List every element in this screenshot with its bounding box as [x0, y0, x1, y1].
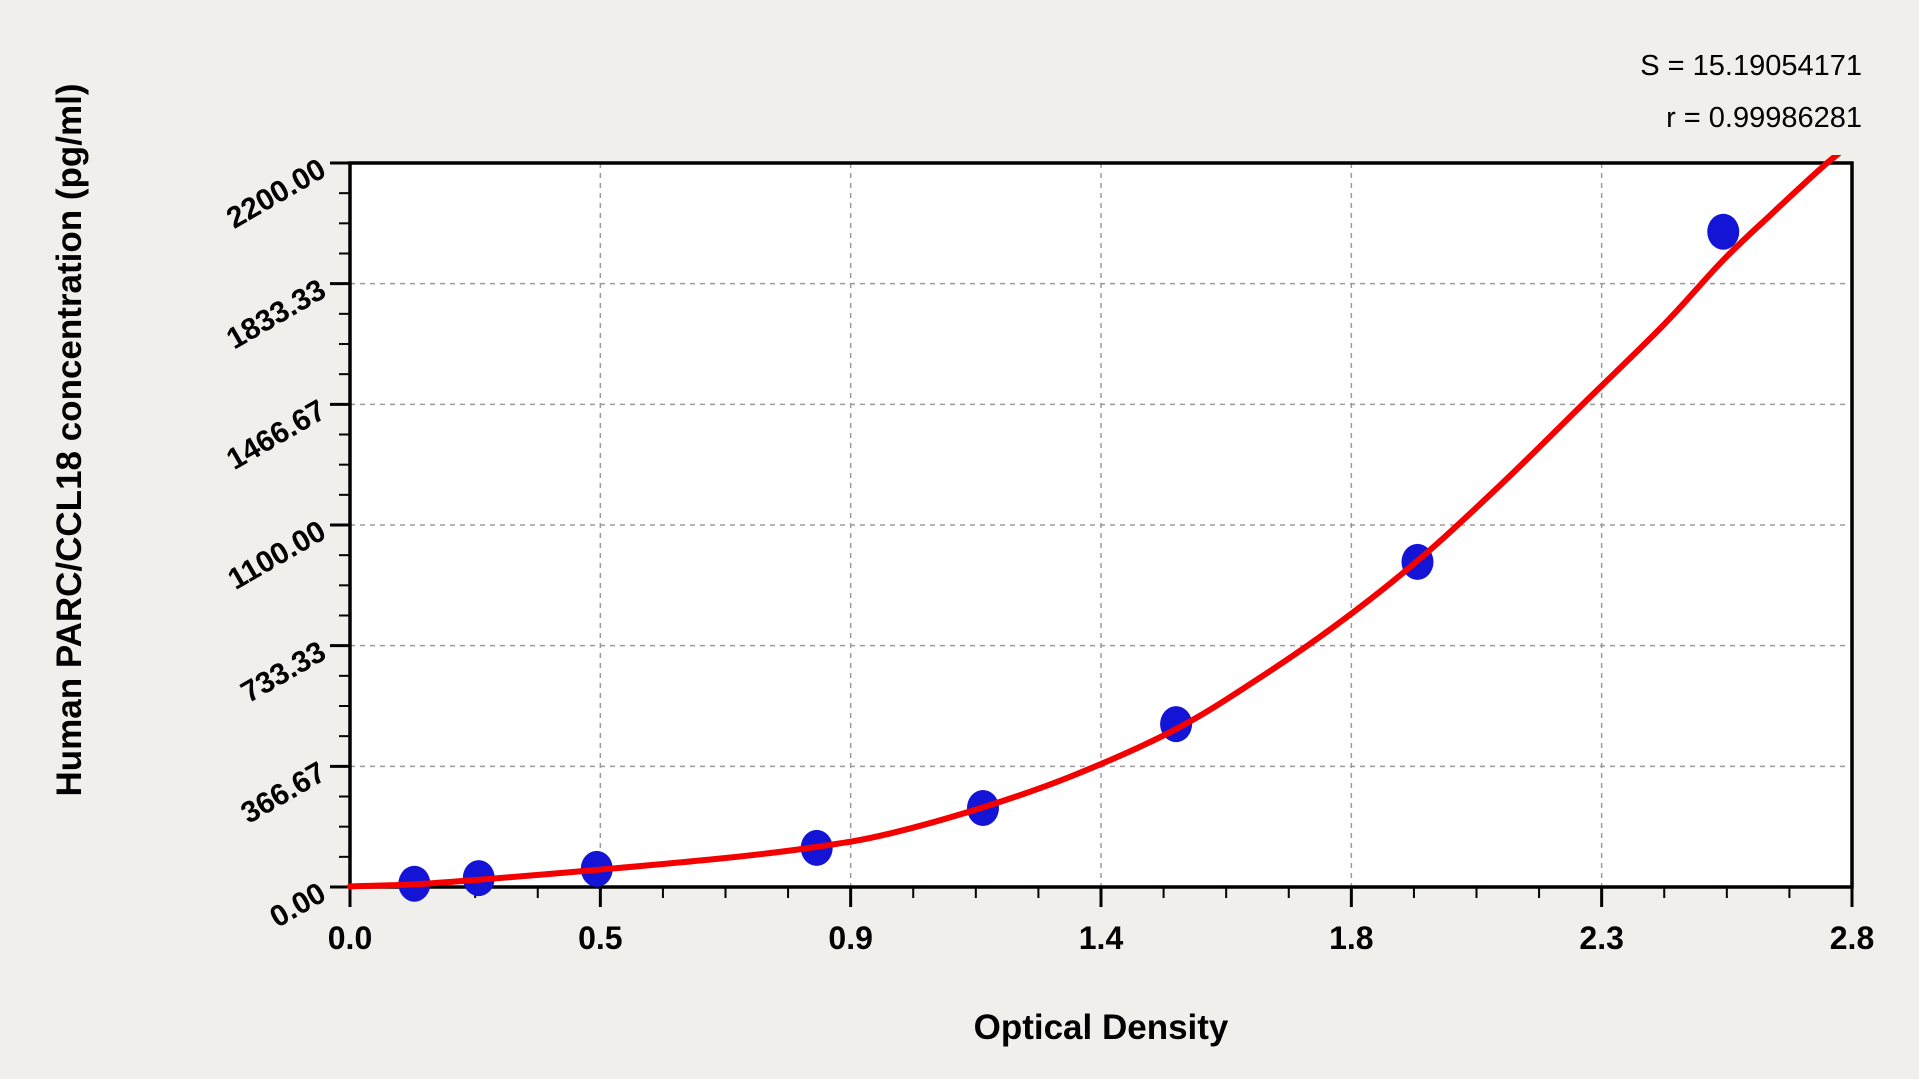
x-tick-label: 1.8 — [1329, 920, 1373, 956]
y-tick-label: 1466.67 — [221, 394, 331, 477]
x-tick-label: 0.5 — [578, 920, 622, 956]
fit-curve — [347, 155, 1842, 890]
x-axis-title: Optical Density — [973, 1008, 1229, 1047]
y-tick-label: 1100.00 — [223, 514, 332, 596]
plot-border — [348, 161, 1854, 889]
y-axis-title: Human PARC/CCL18 concentration (pg/ml) — [50, 83, 89, 797]
y-tick-label: 733.33 — [236, 635, 332, 709]
fit-statistics: S = 15.19054171 r = 0.99986281 — [1640, 40, 1862, 144]
x-tick-label: 2.8 — [1830, 920, 1874, 956]
stat-r-value: r = 0.99986281 — [1666, 102, 1862, 134]
x-tick-label: 1.4 — [1079, 920, 1124, 956]
y-tick-label: 1833.33 — [221, 273, 331, 356]
y-tick-label: 0.00 — [264, 876, 331, 934]
stat-s-value: S = 15.19054171 — [1640, 50, 1862, 82]
data-point — [1707, 213, 1740, 250]
y-tick-label: 2200.00 — [221, 152, 331, 235]
x-tick-label: 0.9 — [828, 920, 872, 956]
y-tick-label: 366.67 — [236, 756, 332, 830]
x-tick-label: 0.0 — [328, 920, 372, 956]
x-tick-label: 2.3 — [1579, 920, 1623, 956]
